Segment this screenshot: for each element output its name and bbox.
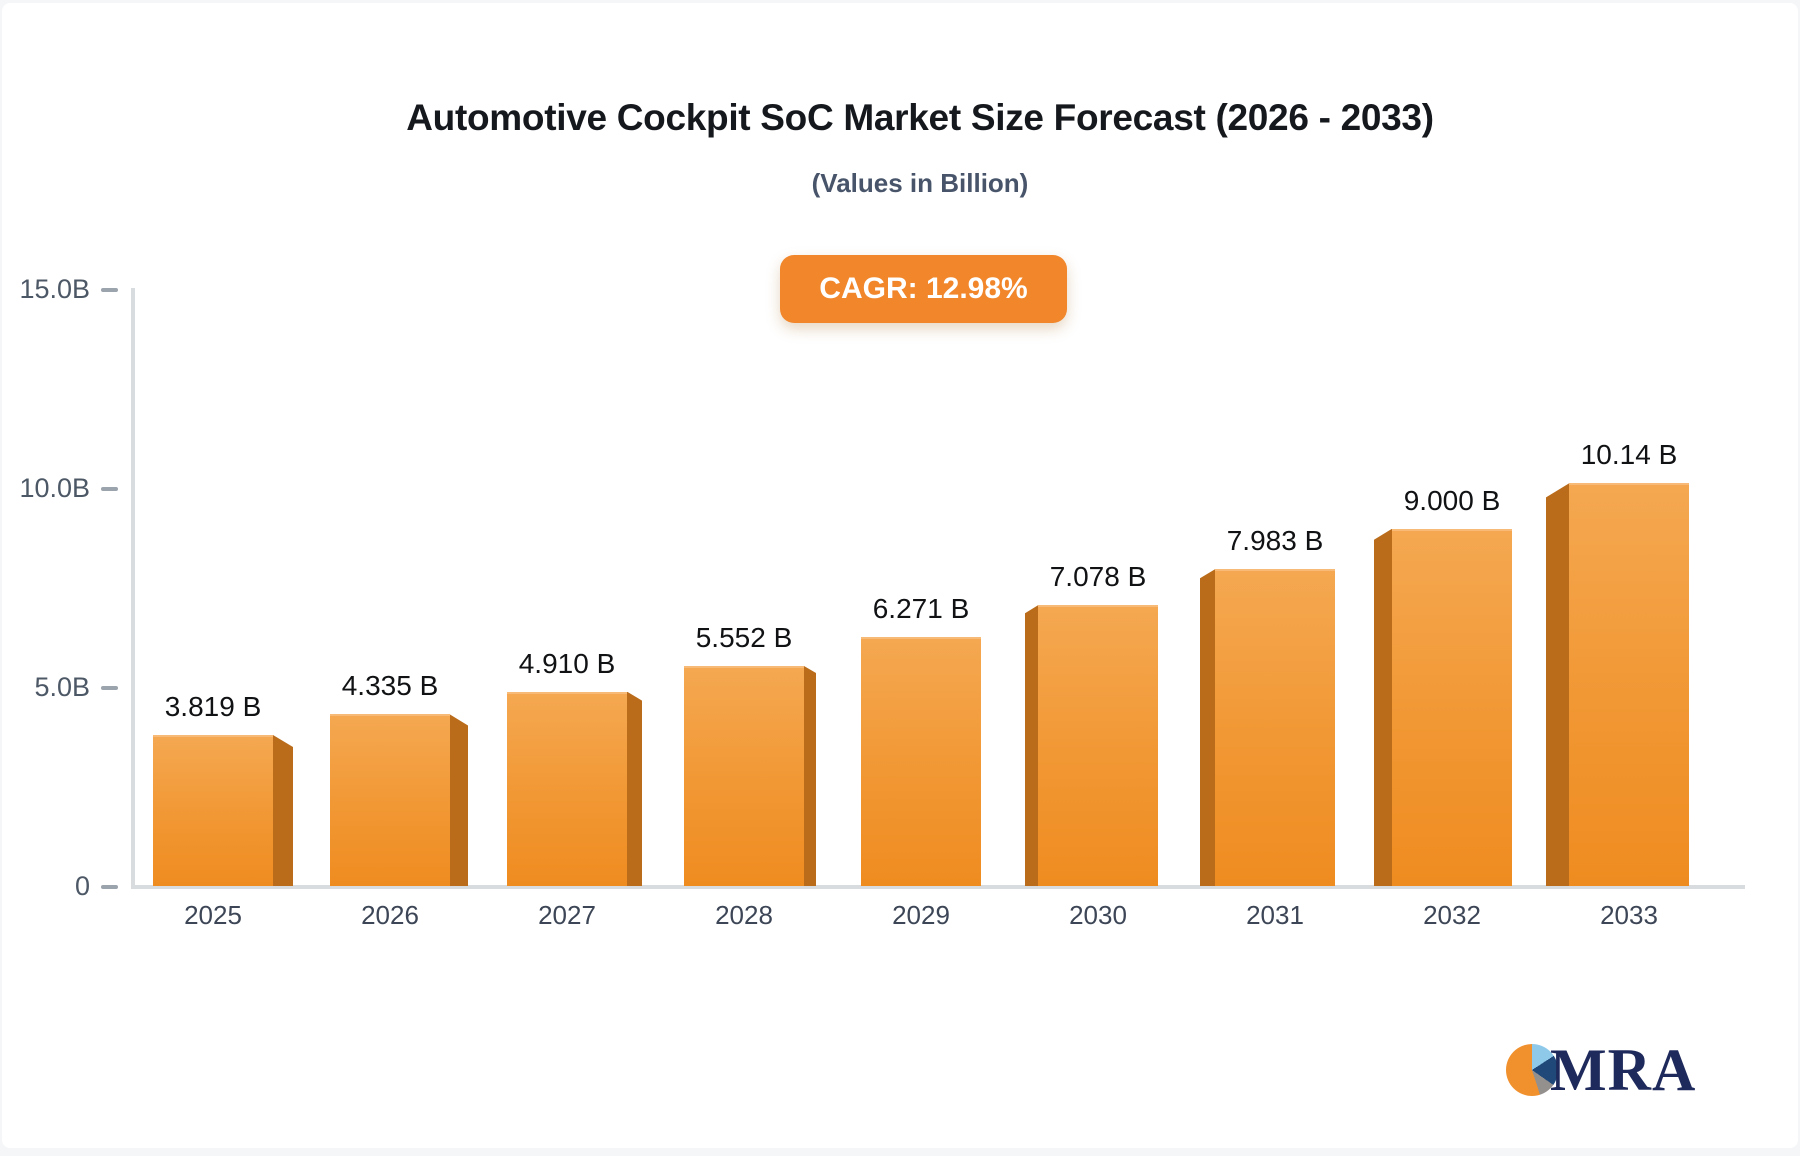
x-axis-label: 2026 xyxy=(361,900,419,930)
bar-2031 xyxy=(1215,569,1335,886)
x-axis-label: 2033 xyxy=(1600,900,1658,930)
y-axis-tick xyxy=(101,288,118,292)
pie-chart-logo-icon xyxy=(1506,1044,1558,1096)
y-axis-tick xyxy=(101,487,118,491)
bar-side-2031 xyxy=(1200,569,1215,886)
bar-side-2032 xyxy=(1374,528,1392,886)
bar-2026 xyxy=(330,714,450,886)
y-axis-tick-label: 5.0B xyxy=(34,672,90,702)
bar-value-label: 7.983 B xyxy=(1226,525,1324,557)
mra-logo: MRA xyxy=(1506,1037,1766,1114)
x-axis-label: 2025 xyxy=(184,900,242,930)
bar-value-label: 5.552 B xyxy=(695,622,793,654)
y-axis-tick xyxy=(101,686,118,690)
chart-title: Automotive Cockpit SoC Market Size Forec… xyxy=(406,97,1434,138)
bar-2033 xyxy=(1569,483,1689,886)
bar-value-label: 7.078 B xyxy=(1049,561,1147,593)
x-axis-line xyxy=(131,885,1745,889)
y-axis-tick-label: 15.0B xyxy=(19,274,90,304)
y-axis-line xyxy=(131,288,135,889)
bar-2030 xyxy=(1038,605,1158,886)
bar-side-2030 xyxy=(1025,605,1038,886)
x-axis-label: 2027 xyxy=(538,900,596,930)
bar-2025 xyxy=(153,735,273,886)
bar-side-2033 xyxy=(1546,483,1569,886)
bar-2032 xyxy=(1392,528,1512,886)
chart-subtitle: (Values in Billion) xyxy=(811,168,1029,198)
cagr-badge: CAGR: 12.98% xyxy=(780,255,1067,323)
bar-side-2027 xyxy=(627,691,642,886)
bar-side-2025 xyxy=(273,735,293,886)
x-axis-label: 2029 xyxy=(892,900,950,930)
bar-2028 xyxy=(684,666,804,886)
y-axis-tick-label: 10.0B xyxy=(19,473,90,503)
x-axis-label: 2032 xyxy=(1423,900,1481,930)
y-axis-tick xyxy=(101,885,118,889)
bar-value-label: 10.14 B xyxy=(1580,439,1678,471)
bar-value-label: 9.000 B xyxy=(1403,484,1501,516)
bar-value-label: 4.910 B xyxy=(518,647,616,679)
mra-logo-text: MRA xyxy=(1550,1037,1697,1103)
y-axis-tick-label: 0 xyxy=(74,871,90,901)
x-axis-label: 2031 xyxy=(1246,900,1304,930)
bar-side-2026 xyxy=(450,714,468,886)
bar-2027 xyxy=(507,691,627,886)
bar-side-2028 xyxy=(804,666,816,886)
x-axis-label: 2028 xyxy=(715,900,773,930)
bar-value-label: 6.271 B xyxy=(872,593,970,625)
x-axis-label: 2030 xyxy=(1069,900,1127,930)
bar-value-label: 4.335 B xyxy=(341,670,439,702)
bar-value-label: 3.819 B xyxy=(164,691,262,722)
bar-2029 xyxy=(861,637,981,886)
